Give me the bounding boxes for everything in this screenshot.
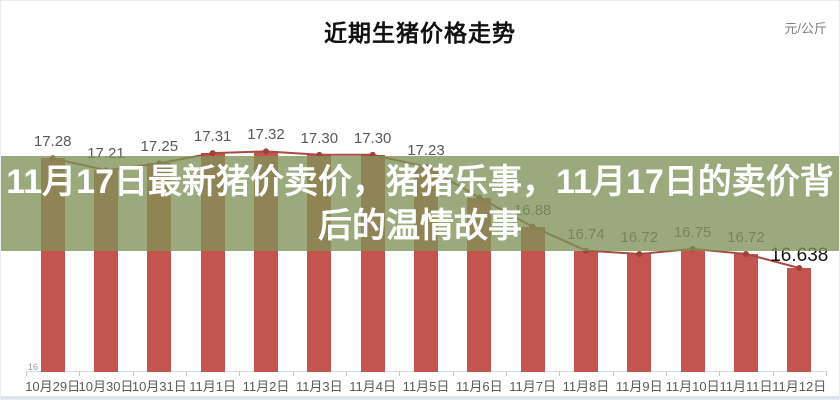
date-label: 11月7日 (509, 379, 556, 394)
date-label: 11月4日 (349, 379, 396, 394)
x-axis-tick (452, 372, 454, 376)
date-label: 11月5日 (402, 379, 450, 394)
x-axis-tick (825, 372, 827, 376)
x-axis-tick (665, 372, 667, 376)
date-label: 11月6日 (455, 379, 503, 394)
x-axis-tick (185, 372, 187, 376)
date-label: 11月11日 (719, 379, 773, 394)
date-label: 10月31日 (131, 379, 187, 394)
price-value-label: 17.28 (33, 133, 72, 151)
date-label: 11月8日 (562, 379, 610, 394)
price-bar (627, 254, 652, 372)
price-bar (573, 250, 598, 372)
x-axis-tick (772, 372, 774, 376)
price-bar (787, 268, 812, 372)
price-value-label: 17.31 (193, 128, 232, 146)
banner-title: 11月17日最新猪价卖价，猪猪乐事，11月17日的卖价背 后的温情故事 (1, 160, 839, 248)
date-label: 11月9日 (615, 379, 663, 394)
chart-title: 近期生猪价格走势 (324, 20, 516, 47)
unit-label: 元/公斤 (784, 21, 827, 36)
bottom-border (1, 396, 839, 399)
date-label: 11月3日 (295, 379, 343, 394)
date-label: 11月1日 (189, 379, 236, 394)
x-axis-tick (292, 372, 294, 376)
x-axis-tick (559, 372, 561, 376)
date-label: 10月30日 (78, 379, 134, 394)
x-axis-tick (345, 372, 347, 376)
x-axis-tick (239, 372, 241, 376)
x-axis-tick (79, 372, 81, 376)
x-axis-tick (26, 372, 27, 376)
date-label: 11月2日 (242, 379, 290, 394)
price-bar (680, 248, 705, 372)
price-value-label: 17.30 (300, 129, 339, 147)
x-axis-tick (505, 372, 507, 376)
date-label: 11月10日 (665, 379, 720, 394)
x-axis-tick (399, 372, 401, 376)
date-label: 10月29日 (25, 379, 81, 394)
price-bar (733, 254, 758, 372)
y-axis-tick-label: 16 (28, 362, 39, 372)
banner-title-line2: 后的温情故事 (318, 207, 522, 245)
x-axis-tick (612, 372, 614, 376)
price-value-label: 17.32 (247, 126, 285, 144)
date-label: 11月12日 (772, 379, 827, 394)
price-value-label: 17.30 (353, 129, 392, 147)
x-axis-tick (719, 372, 721, 376)
banner-title-line1: 11月17日最新猪价卖价，猪猪乐事，11月17日的卖价背 (6, 163, 834, 201)
x-axis-tick (132, 372, 134, 376)
